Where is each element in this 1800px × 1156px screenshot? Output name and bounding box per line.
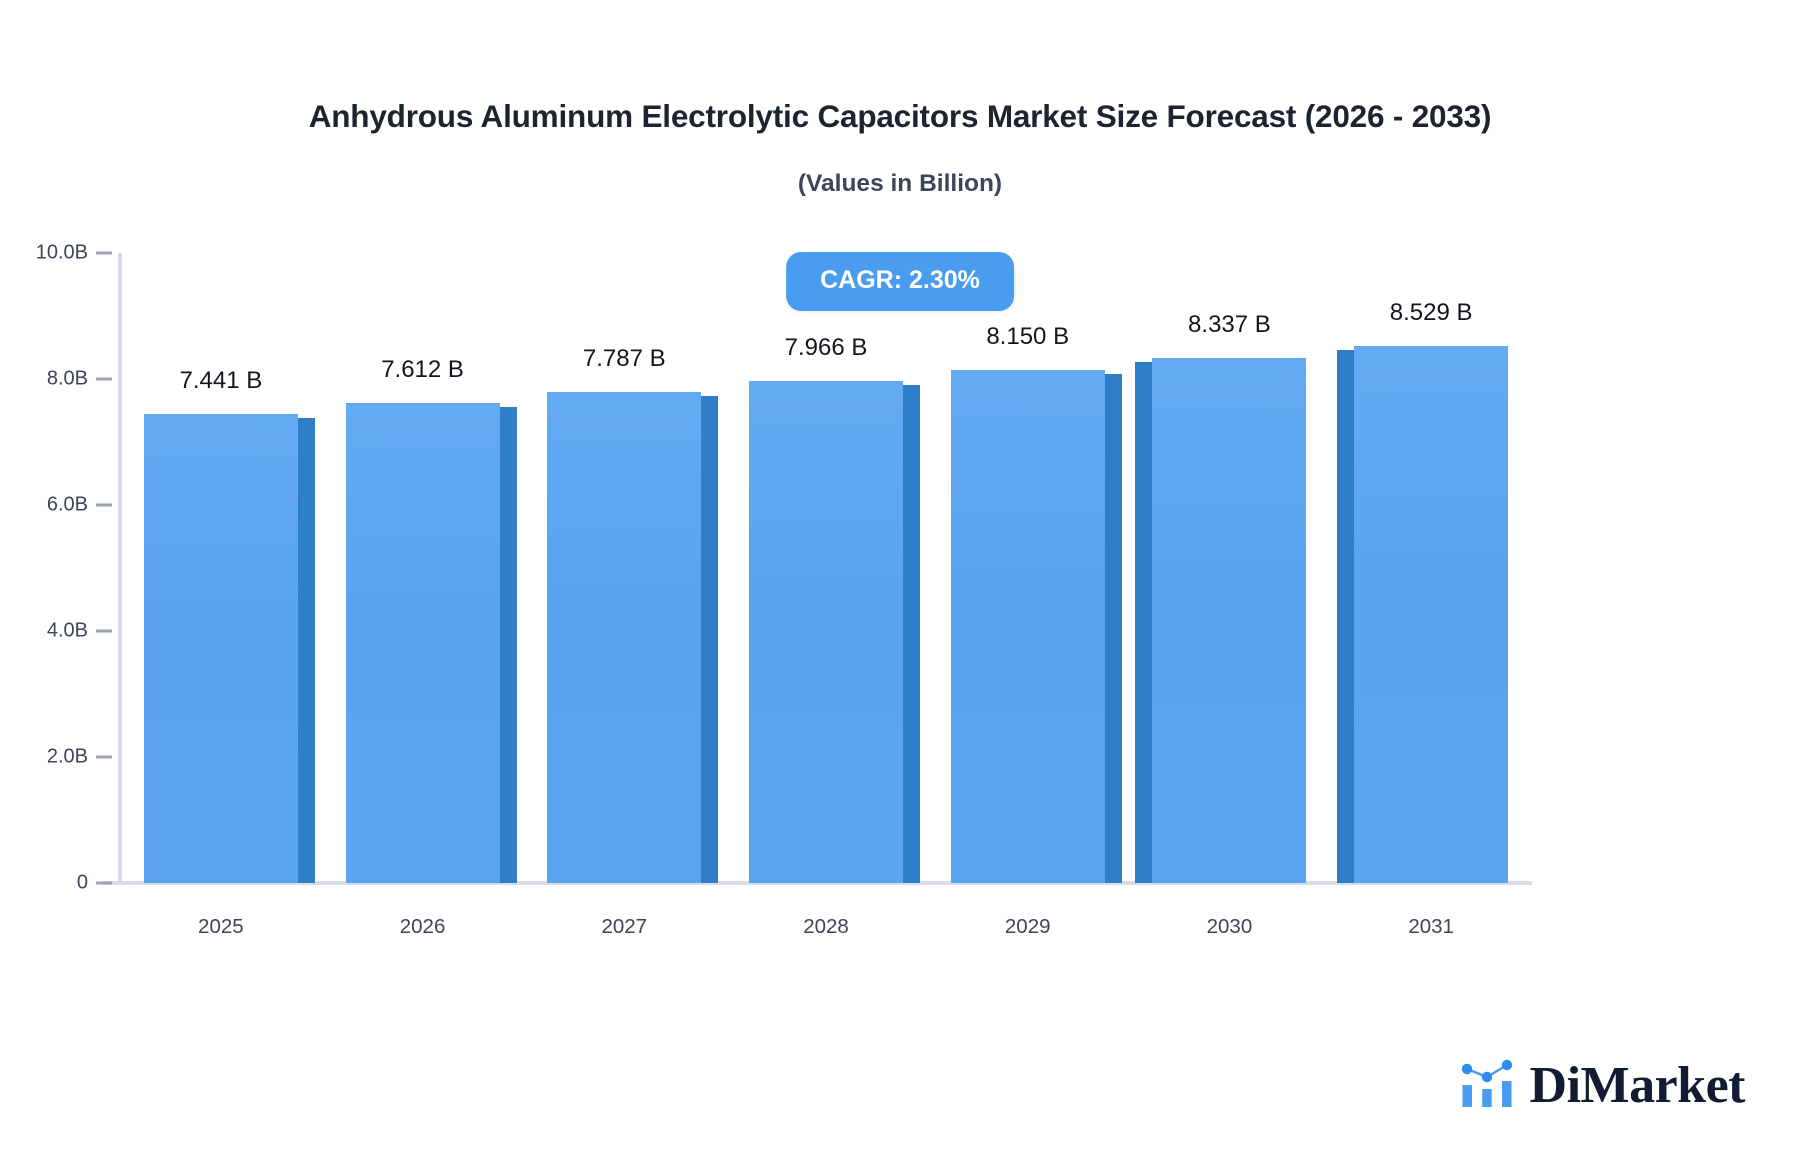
bar-side-face xyxy=(903,385,920,883)
x-tick-label: 2031 xyxy=(1408,915,1454,938)
y-axis-tick-labels: 0 2.0B 4.0B 6.0B 8.0B 10.0B xyxy=(0,0,120,1156)
page-title: Anhydrous Aluminum Electrolytic Capacito… xyxy=(308,98,1492,134)
bar[interactable] xyxy=(950,369,1122,883)
bar[interactable] xyxy=(345,403,517,883)
y-tick-dash xyxy=(96,755,112,759)
y-tick-label: 2.0B xyxy=(46,745,88,768)
cagr-badge: CAGR: 2.30% xyxy=(786,252,1014,311)
bar-value-label: 8.529 B xyxy=(1389,298,1473,326)
bar-side-face xyxy=(297,418,315,883)
x-tick-label: 2025 xyxy=(198,915,244,938)
brand-logo-text: DiMarket xyxy=(1529,1056,1746,1114)
bar-value-label: 7.966 B xyxy=(784,334,868,362)
x-tick-label: 2030 xyxy=(1206,915,1253,938)
chart-subtitle: (Values in Billion) xyxy=(797,170,1003,197)
x-axis-line xyxy=(102,881,1532,885)
bar-front-face xyxy=(749,381,903,883)
bar-value-label: 7.787 B xyxy=(582,345,666,373)
bar-front-face xyxy=(143,414,298,883)
bar-side-face xyxy=(1104,373,1122,883)
x-tick-label: 2029 xyxy=(1004,915,1051,938)
bar-front-face xyxy=(1354,345,1509,883)
y-tick-dash xyxy=(96,881,112,885)
y-tick-label: 10.0B xyxy=(35,241,88,264)
y-tick-label: 4.0B xyxy=(46,619,88,642)
bar-chart-logo-icon xyxy=(1458,1057,1516,1114)
x-tick-label: 2026 xyxy=(399,915,446,938)
bar-value-label: 7.441 B xyxy=(179,367,263,395)
y-axis-line xyxy=(118,253,122,885)
bar-side-face xyxy=(1135,361,1153,883)
bar[interactable] xyxy=(547,392,719,883)
bar-side-face xyxy=(1337,349,1355,883)
y-tick-label: 0 xyxy=(76,871,88,894)
bar-value-label: 7.612 B xyxy=(381,356,464,384)
y-tick-label: 8.0B xyxy=(46,367,88,390)
bar-side-face xyxy=(499,407,517,883)
x-tick-label: 2028 xyxy=(803,915,849,938)
bar-value-label: 8.150 B xyxy=(986,322,1070,350)
bar[interactable] xyxy=(143,414,315,883)
brand-logo: DiMarket xyxy=(1458,1056,1746,1114)
y-tick-dash xyxy=(96,629,112,633)
y-tick-label: 6.0B xyxy=(46,493,88,516)
x-tick-label: 2027 xyxy=(601,915,648,938)
bar-front-face xyxy=(950,369,1105,883)
y-tick-dash xyxy=(96,377,112,381)
x-axis-tick-labels: 7.441 B 2025 7.612 B 2026 7.787 B 2027 7.966 B… xyxy=(120,0,1532,1156)
bar[interactable] xyxy=(749,381,920,883)
bar[interactable] xyxy=(1337,345,1509,883)
bar-front-face xyxy=(1152,357,1307,883)
bar-side-face xyxy=(701,396,719,883)
y-tick-dash xyxy=(96,503,112,507)
plot-area xyxy=(120,253,1532,883)
bar[interactable] xyxy=(1135,357,1307,883)
y-tick-dash xyxy=(96,251,112,255)
bar-value-label: 8.337 B xyxy=(1188,310,1271,338)
bar-front-face xyxy=(345,403,500,883)
bar-front-face xyxy=(547,392,702,883)
